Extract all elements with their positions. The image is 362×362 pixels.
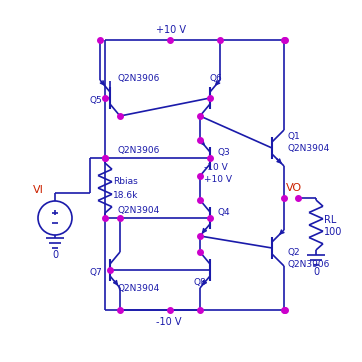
Text: -10 V: -10 V <box>156 317 181 327</box>
Text: Q4: Q4 <box>217 207 230 216</box>
Text: Q2N3906: Q2N3906 <box>287 261 329 269</box>
Text: Q1: Q1 <box>287 131 300 140</box>
Text: Q3: Q3 <box>217 147 230 156</box>
Text: VO: VO <box>286 183 302 193</box>
Text: VI: VI <box>33 185 44 195</box>
Text: Q2N3904: Q2N3904 <box>287 143 329 152</box>
Text: 100: 100 <box>324 227 342 237</box>
Text: Q2N3906: Q2N3906 <box>117 73 159 83</box>
Text: Rbias: Rbias <box>113 177 138 186</box>
Text: +10 V: +10 V <box>156 25 186 35</box>
Text: Q2N3904: Q2N3904 <box>117 283 159 292</box>
Text: +10 V: +10 V <box>204 176 232 185</box>
Text: 18.6k: 18.6k <box>113 190 138 199</box>
Text: Q7: Q7 <box>89 268 102 277</box>
Text: RL: RL <box>324 215 336 225</box>
Text: Q2: Q2 <box>287 248 300 257</box>
Text: Q2N3904: Q2N3904 <box>117 206 159 215</box>
Text: Q5: Q5 <box>89 96 102 105</box>
Text: 0: 0 <box>52 250 58 260</box>
Text: Q2N3906: Q2N3906 <box>117 146 159 155</box>
Text: Q8: Q8 <box>193 278 206 286</box>
Text: Q6: Q6 <box>210 73 223 83</box>
Text: 0: 0 <box>313 267 319 277</box>
Text: -10 V: -10 V <box>204 164 228 173</box>
